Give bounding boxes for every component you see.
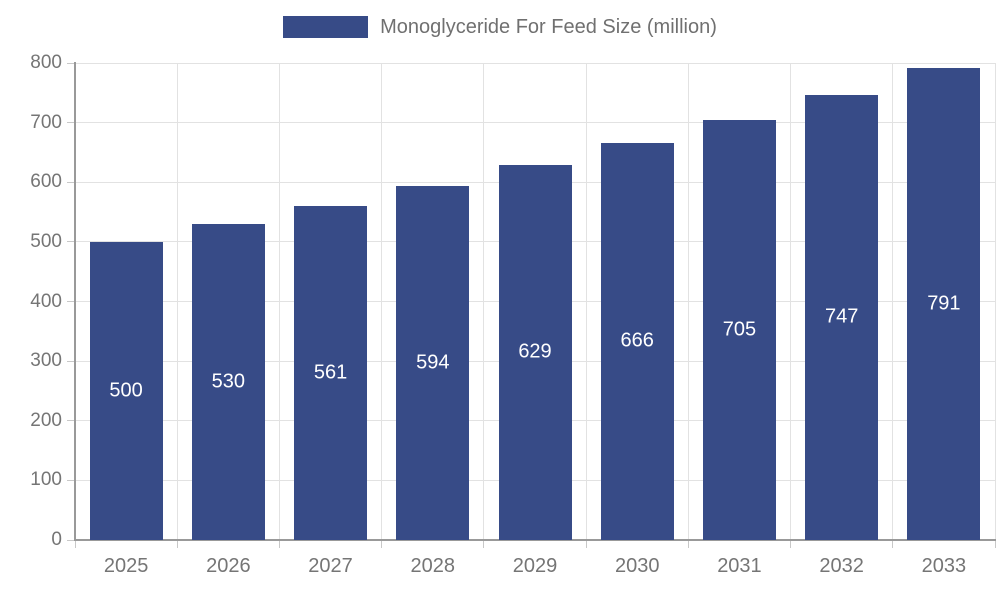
y-tick-label: 600 bbox=[30, 171, 62, 193]
bar[interactable]: 561 bbox=[294, 205, 368, 540]
bar-value-label: 791 bbox=[927, 292, 961, 315]
y-axis-spine bbox=[74, 62, 76, 540]
y-axis-tick bbox=[67, 122, 75, 124]
legend-item[interactable]: Monoglyceride For Feed Size (million) bbox=[0, 16, 1000, 38]
bar-value-label: 705 bbox=[722, 318, 757, 341]
y-axis-tick bbox=[67, 181, 75, 183]
x-axis-tick bbox=[687, 540, 689, 548]
y-tick-label: 200 bbox=[30, 409, 62, 431]
x-axis-tick bbox=[278, 540, 280, 548]
y-axis-tick bbox=[67, 420, 75, 422]
bar[interactable]: 705 bbox=[702, 119, 776, 540]
x-tick-label: 2029 bbox=[512, 555, 558, 577]
x-tick-label: 2027 bbox=[308, 555, 353, 577]
bar[interactable]: 666 bbox=[600, 142, 674, 540]
legend-swatch-icon bbox=[283, 16, 369, 38]
x-axis-tick bbox=[790, 540, 792, 548]
bar-value-label: 500 bbox=[109, 379, 143, 402]
legend-label: Monoglyceride For Feed Size (million) bbox=[380, 16, 717, 38]
bar-value-label: 629 bbox=[518, 340, 552, 363]
bar[interactable]: 594 bbox=[396, 185, 470, 540]
y-tick-label: 400 bbox=[30, 290, 62, 312]
x-axis-tick bbox=[892, 540, 894, 548]
grid-line-vertical bbox=[176, 63, 178, 540]
grid-line-vertical bbox=[892, 63, 894, 540]
bar[interactable]: 791 bbox=[907, 68, 981, 540]
bar-value-label: 747 bbox=[824, 305, 859, 328]
x-axis-tick bbox=[74, 540, 76, 548]
y-axis-tick bbox=[67, 360, 75, 362]
grid-line-vertical bbox=[483, 63, 485, 540]
x-axis-tick bbox=[994, 540, 996, 548]
y-axis-tick bbox=[67, 539, 75, 541]
y-tick-label: 300 bbox=[30, 350, 62, 372]
bar-value-label: 666 bbox=[620, 329, 654, 352]
bar-value-label: 594 bbox=[416, 351, 450, 374]
bar[interactable]: 629 bbox=[498, 164, 572, 540]
x-tick-label: 2031 bbox=[717, 555, 762, 577]
grid-line-horizontal bbox=[75, 122, 995, 124]
bar[interactable]: 530 bbox=[191, 223, 265, 540]
x-axis-tick bbox=[483, 540, 485, 548]
grid-line-vertical bbox=[687, 63, 689, 540]
x-tick-label: 2033 bbox=[921, 555, 967, 577]
x-axis-tick bbox=[381, 540, 383, 548]
bar[interactable]: 500 bbox=[89, 241, 163, 540]
bar[interactable]: 747 bbox=[805, 94, 879, 540]
x-axis-spine bbox=[74, 539, 996, 541]
y-tick-label: 500 bbox=[30, 230, 62, 252]
bar-value-label: 561 bbox=[313, 361, 348, 384]
y-tick-label: 700 bbox=[30, 111, 62, 133]
grid-line-vertical bbox=[381, 63, 383, 540]
bar-value-label: 530 bbox=[211, 370, 246, 393]
x-tick-label: 2030 bbox=[614, 555, 660, 577]
y-axis-tick bbox=[67, 479, 75, 481]
grid-line-horizontal bbox=[75, 62, 995, 64]
x-tick-label: 2025 bbox=[103, 555, 149, 577]
y-axis-tick bbox=[67, 62, 75, 64]
grid-line-vertical bbox=[994, 63, 996, 540]
x-axis-tick bbox=[585, 540, 587, 548]
grid-line-vertical bbox=[585, 63, 587, 540]
x-axis-tick bbox=[176, 540, 178, 548]
x-tick-label: 2032 bbox=[819, 555, 864, 577]
y-axis-tick bbox=[67, 301, 75, 302]
x-tick-label: 2026 bbox=[206, 555, 251, 577]
grid-line-vertical bbox=[790, 63, 792, 540]
y-tick-label: 800 bbox=[30, 52, 62, 73]
x-tick-label: 2028 bbox=[410, 555, 456, 577]
y-tick-label: 100 bbox=[30, 469, 62, 491]
y-tick-label: 0 bbox=[51, 529, 62, 550]
y-axis-tick bbox=[67, 241, 75, 243]
grid-line-vertical bbox=[278, 63, 280, 540]
